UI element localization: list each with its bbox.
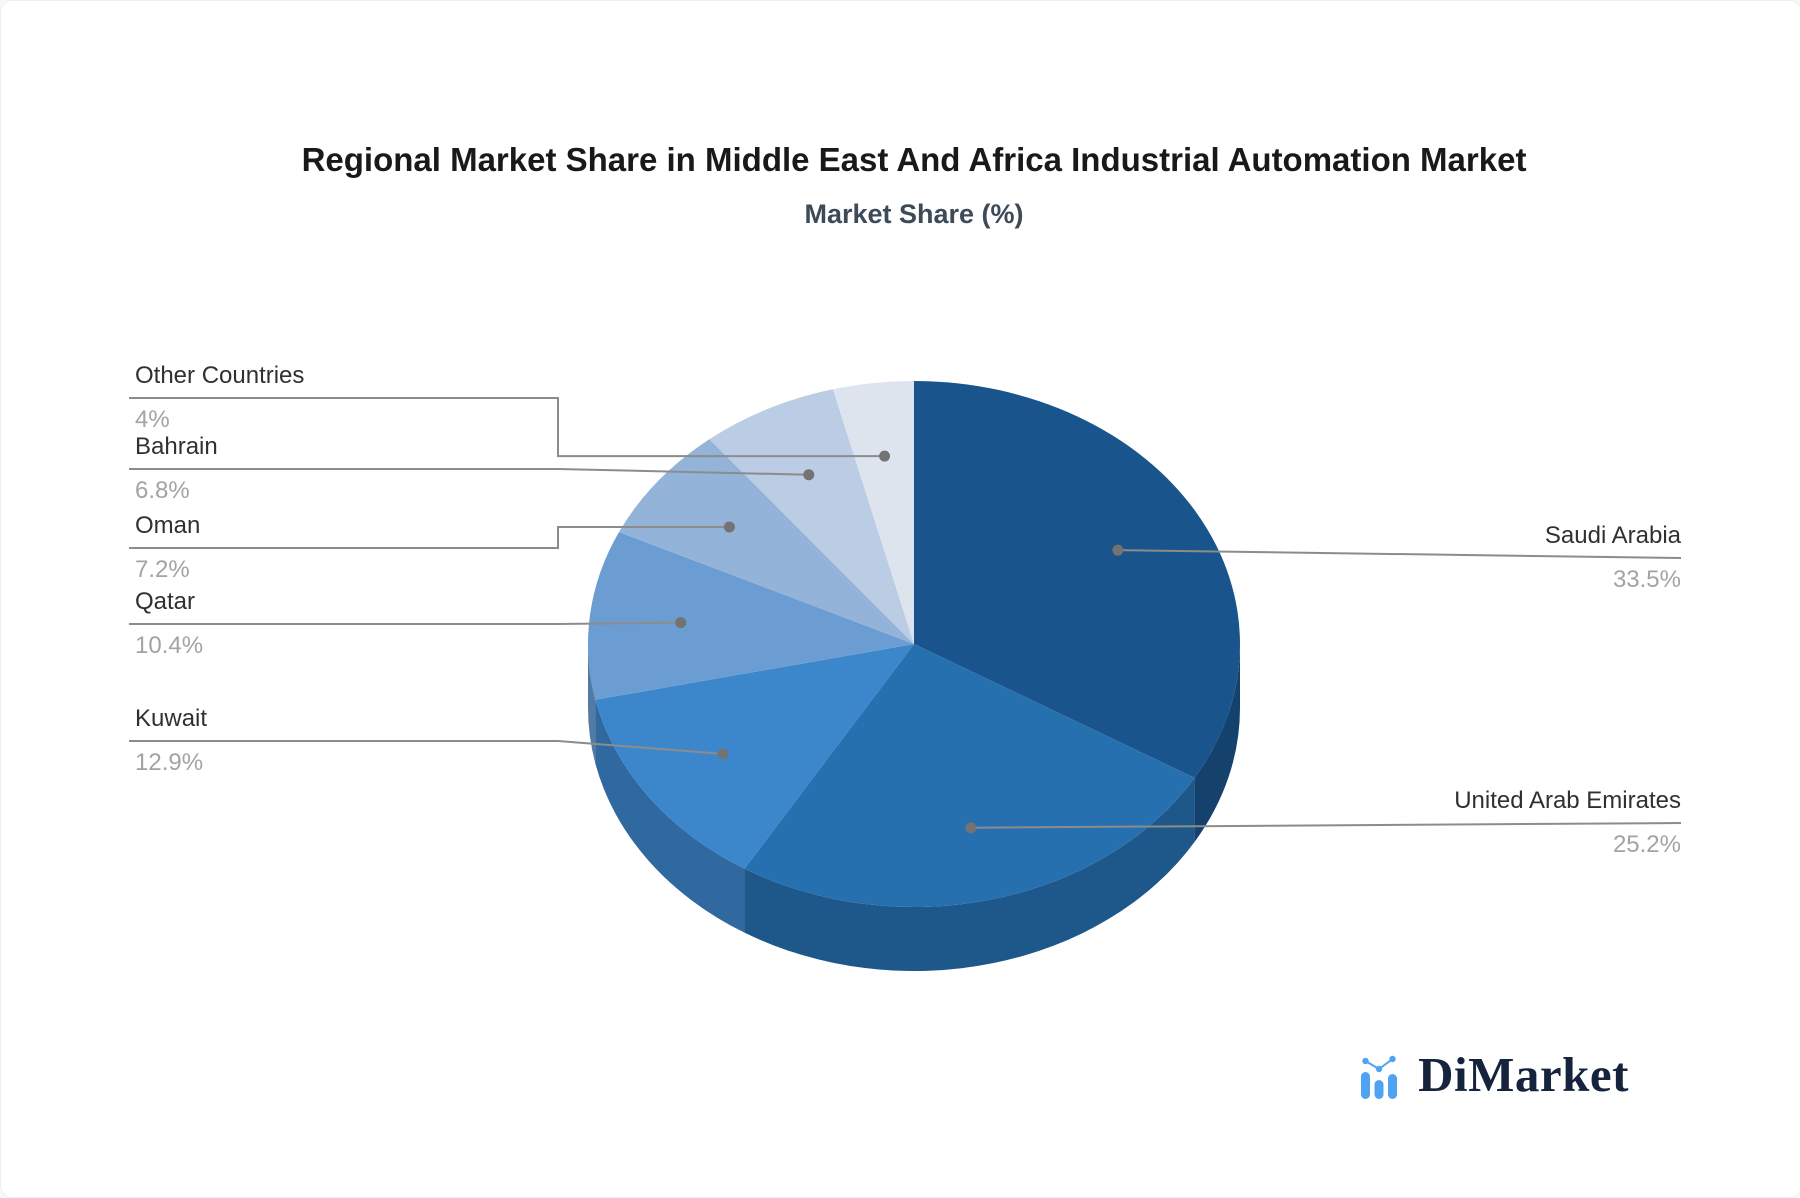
pie-slice-side <box>744 777 1195 971</box>
pie-slice-other-countries[interactable] <box>832 381 914 644</box>
connector-dot <box>1112 544 1124 556</box>
label-connector-line <box>970 822 1682 829</box>
pie-slice-qatar[interactable] <box>588 532 914 700</box>
connector-dot <box>717 748 729 760</box>
chart-subtitle: Market Share (%) <box>804 199 1024 229</box>
label-connector-line <box>129 468 809 476</box>
connector-dot <box>675 617 687 629</box>
chart-title: Regional Market Share in Middle East And… <box>301 141 1527 178</box>
label-connector-line <box>129 621 681 625</box>
label-connector-line <box>129 526 730 549</box>
logo-text: DiMarket <box>1418 1047 1629 1102</box>
bar-chart-trend-icon <box>1361 1055 1398 1099</box>
label-connector-line <box>129 397 885 458</box>
label-connector-line <box>129 740 723 755</box>
pie-slice-bahrain[interactable] <box>709 389 914 644</box>
dimarket-logo: DiMarket <box>1361 1043 1629 1099</box>
pie-slice-united-arab-emirates[interactable] <box>744 644 1195 908</box>
pie-slice-side <box>588 644 596 764</box>
connector-dot <box>965 822 977 834</box>
pie-slice-saudi-arabia[interactable] <box>914 381 1240 778</box>
connector-dot <box>879 450 891 462</box>
connector-dot <box>803 469 815 481</box>
pie-slice-oman[interactable] <box>619 439 914 644</box>
label-connector-line <box>1117 549 1682 559</box>
pie-slice-side <box>1194 644 1240 842</box>
pie-slice-kuwait[interactable] <box>595 644 914 869</box>
pie-slice-side <box>595 699 745 933</box>
connector-dot <box>723 521 735 533</box>
